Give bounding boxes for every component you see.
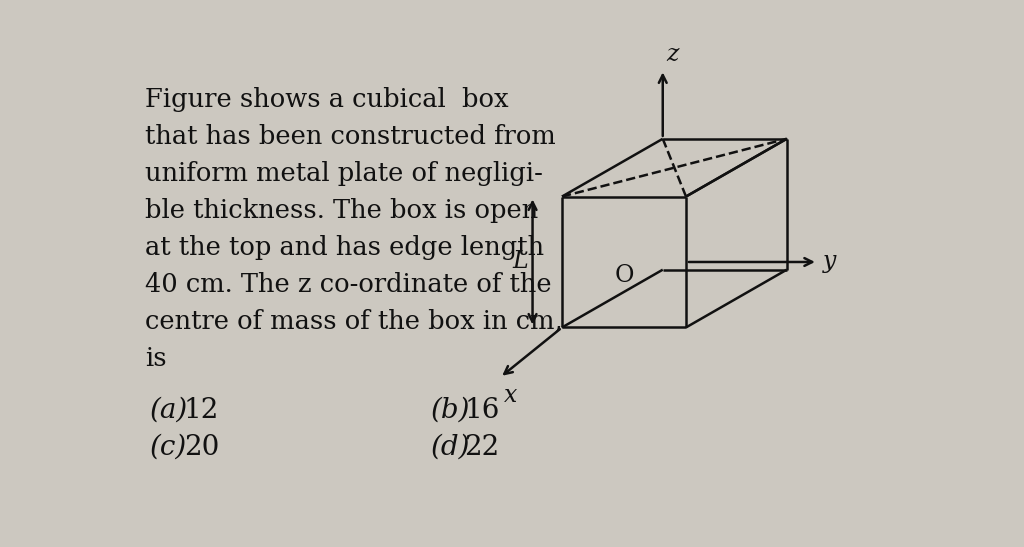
- Text: (c): (c): [150, 434, 187, 461]
- Text: Figure shows a cubical  box: Figure shows a cubical box: [145, 87, 509, 112]
- Text: at the top and has edge length: at the top and has edge length: [145, 235, 544, 260]
- Text: x: x: [504, 383, 517, 406]
- Text: centre of mass of the box in cm,: centre of mass of the box in cm,: [145, 309, 562, 334]
- Text: that has been constructed from: that has been constructed from: [145, 124, 556, 149]
- Text: O: O: [614, 264, 634, 287]
- Text: ble thickness. The box is open: ble thickness. The box is open: [145, 198, 539, 223]
- Text: (d): (d): [430, 434, 470, 461]
- Text: (a): (a): [150, 397, 188, 424]
- Text: 16: 16: [464, 397, 500, 424]
- Text: 22: 22: [464, 434, 500, 461]
- Text: L: L: [512, 251, 528, 274]
- Text: uniform metal plate of negligi-: uniform metal plate of negligi-: [145, 161, 543, 186]
- Text: y: y: [822, 251, 836, 274]
- Text: 12: 12: [183, 397, 219, 424]
- Text: is: is: [145, 346, 167, 371]
- Text: z: z: [667, 43, 679, 66]
- Text: 20: 20: [183, 434, 219, 461]
- Text: (b): (b): [430, 397, 470, 424]
- Text: 40 cm. The z co-ordinate of the: 40 cm. The z co-ordinate of the: [145, 272, 552, 297]
